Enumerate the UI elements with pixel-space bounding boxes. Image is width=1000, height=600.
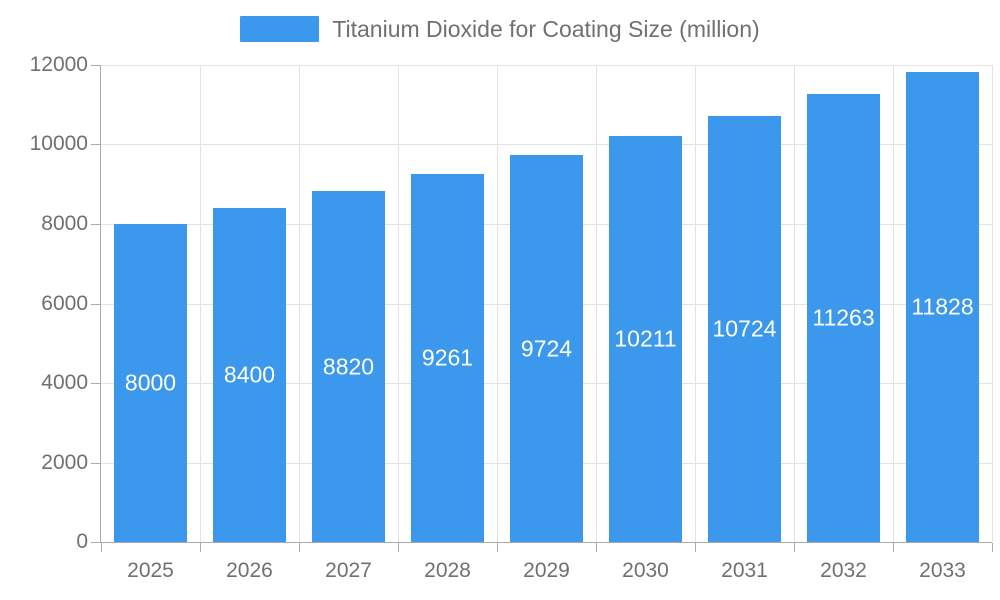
- x-tick-label: 2028: [424, 559, 471, 582]
- grid-line-v: [694, 65, 696, 542]
- legend-label[interactable]: Titanium Dioxide for Coating Size (milli…: [332, 15, 760, 42]
- bar[interactable]: 10724: [708, 115, 781, 542]
- x-axis-tick: [200, 543, 201, 552]
- bar[interactable]: 8000: [114, 224, 187, 542]
- y-tick-label: 0: [76, 530, 88, 553]
- x-tick-label: 2032: [820, 559, 867, 582]
- grid-line-v: [299, 65, 300, 542]
- legend-swatch[interactable]: [240, 16, 320, 42]
- x-axis-tick: [992, 543, 993, 552]
- grid-line-h: [101, 65, 992, 66]
- grid-line-v: [992, 65, 993, 542]
- x-axis-tick: [497, 543, 498, 552]
- x-tick-label: 2026: [226, 559, 273, 582]
- grid-line-v: [596, 65, 597, 542]
- x-axis-tick: [893, 543, 894, 552]
- x-tick-label: 2031: [721, 559, 768, 582]
- bar[interactable]: 11263: [807, 94, 880, 542]
- y-tick-label: 8000: [41, 211, 88, 235]
- bar-value-label: 10724: [712, 315, 777, 342]
- bar[interactable]: 8820: [312, 191, 385, 542]
- x-tick-label: 2027: [325, 559, 372, 582]
- bar[interactable]: 9261: [411, 173, 484, 542]
- x-axis-tick: [101, 543, 102, 552]
- x-axis-tick: [694, 543, 696, 552]
- grid-line-v: [497, 65, 498, 542]
- y-tick-label: 10000: [29, 132, 88, 156]
- x-tick-label: 2033: [919, 559, 966, 582]
- y-tick-label: 12000: [29, 53, 88, 76]
- x-axis-tick: [794, 543, 795, 552]
- bar[interactable]: 10211: [609, 136, 682, 542]
- bar[interactable]: 9724: [510, 155, 583, 542]
- y-axis-tick: [91, 144, 100, 146]
- bar[interactable]: 11828: [906, 71, 979, 542]
- x-tick-label: 2025: [127, 559, 174, 582]
- y-axis-tick: [91, 542, 100, 543]
- y-axis-tick: [91, 223, 100, 225]
- bar-value-label: 11263: [812, 304, 875, 331]
- y-tick-label: 6000: [41, 291, 88, 315]
- y-tick-label: 2000: [41, 450, 88, 474]
- bar-value-label: 8400: [223, 361, 276, 388]
- bar-value-label: 9724: [520, 335, 573, 362]
- bar-value-label: 10211: [614, 325, 677, 352]
- x-tick-label: 2029: [523, 559, 570, 582]
- grid-line-v: [200, 65, 201, 542]
- bar-value-label: 9261: [421, 344, 474, 371]
- grid-line-h: [101, 144, 992, 146]
- grid-line-v: [794, 65, 795, 542]
- grid-line-v: [893, 65, 894, 542]
- x-axis-tick: [596, 543, 597, 552]
- bar-value-label: 11828: [911, 293, 974, 320]
- bar-value-label: 8000: [124, 369, 177, 396]
- bar[interactable]: 8400: [213, 208, 286, 542]
- x-axis-tick: [299, 543, 300, 552]
- x-tick-label: 2030: [622, 559, 669, 582]
- y-tick-label: 4000: [41, 370, 88, 394]
- grid-line-v: [397, 65, 399, 542]
- y-axis-tick: [91, 462, 100, 464]
- x-axis-tick: [397, 543, 399, 552]
- chart-legend[interactable]: Titanium Dioxide for Coating Size (milli…: [0, 15, 1000, 43]
- plot-area: 0 2000 4000 6000 8000 10000 12000 2025 2026 2027 2…: [30, 53, 993, 582]
- bar-value-label: 8820: [322, 353, 375, 380]
- y-axis-tick: [91, 65, 100, 66]
- y-axis-tick: [91, 303, 100, 305]
- y-axis-tick: [91, 382, 100, 384]
